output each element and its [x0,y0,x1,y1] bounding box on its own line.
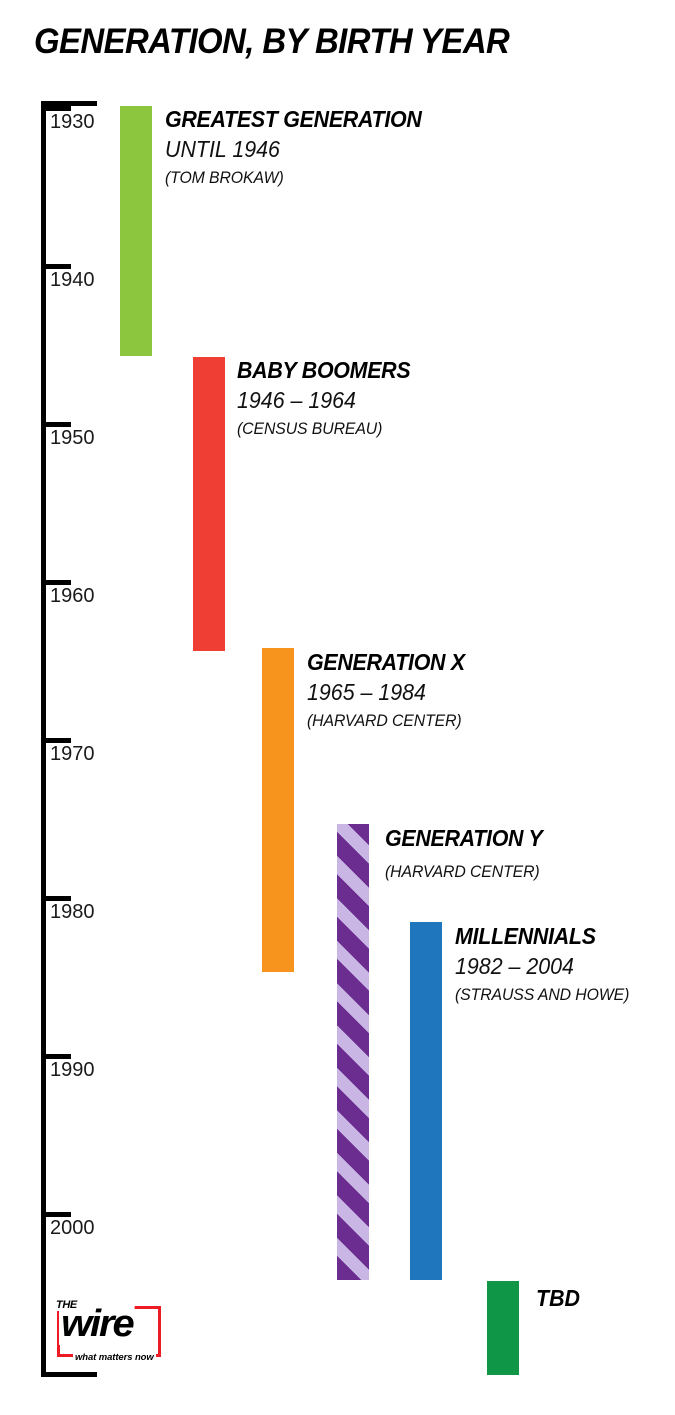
label-range-millennials: 1982 – 2004 [455,952,574,979]
label-millennials: MILLENNIALS 1982 – 2004 (STRAUSS AND HOW… [455,924,642,1005]
axis-tick-1990 [41,1054,71,1059]
logo-tagline-text: what matters now [73,1351,156,1363]
label-baby-boomers: BABY BOOMERS 1946 – 1964 (CENSUS BUREAU) [237,358,423,439]
label-name-tbd: TBD [536,1285,580,1311]
page-title: GENERATION, BY BIRTH YEAR [34,22,510,61]
axis-tick-label-2000: 2000 [50,1217,95,1239]
label-source-millennials: (STRAUSS AND HOWE) [455,984,630,1004]
label-name-greatest-generation: GREATEST GENERATION [165,106,422,132]
the-wire-logo[interactable]: THE wire what matters now [53,1297,163,1363]
axis-tick-1930 [41,106,71,111]
axis-tick-1960 [41,580,71,585]
label-name-generation-x: GENERATION X [307,649,465,675]
year-axis: 1930 1940 1950 1960 1970 1980 1990 2000 [41,101,151,1381]
label-generation-y: GENERATION Y (HARVARD CENTER) [385,826,554,882]
label-greatest-generation: GREATEST GENERATION UNTIL 1946 (TOM BROK… [165,107,441,188]
axis-tick-2000 [41,1212,71,1217]
bar-millennials[interactable] [410,922,442,1280]
label-name-millennials: MILLENNIALS [455,923,596,949]
label-generation-x: GENERATION X 1965 – 1984 (HARVARD CENTER… [307,650,477,731]
bar-generation-y[interactable] [337,824,369,1280]
label-source-baby-boomers: (CENSUS BUREAU) [237,418,383,438]
bar-baby-boomers[interactable] [193,357,225,651]
label-range-baby-boomers: 1946 – 1964 [237,386,356,413]
axis-tick-1940 [41,264,71,269]
label-source-greatest-generation: (TOM BROKAW) [165,167,284,187]
axis-cap-bottom [41,1372,97,1377]
axis-cap-top [41,101,97,106]
label-source-generation-y: (HARVARD CENTER) [385,861,540,881]
axis-tick-label-1940: 1940 [50,269,95,291]
axis-tick-1970 [41,738,71,743]
axis-tick-1950 [41,422,71,427]
label-range-greatest-generation: UNTIL 1946 [165,135,280,162]
bar-tbd[interactable] [487,1281,519,1375]
axis-tick-label-1950: 1950 [50,427,95,449]
label-tbd: TBD [536,1285,583,1312]
bar-greatest-generation[interactable] [120,106,152,356]
bar-generation-x[interactable] [262,648,294,972]
label-name-generation-y: GENERATION Y [385,825,543,851]
axis-tick-label-1990: 1990 [50,1059,95,1081]
axis-tick-label-1960: 1960 [50,585,95,607]
axis-tick-label-1970: 1970 [50,743,95,765]
axis-tick-label-1980: 1980 [50,901,95,923]
label-range-generation-x: 1965 – 1984 [307,678,426,705]
label-source-generation-x: (HARVARD CENTER) [307,710,462,730]
axis-tick-1980 [41,896,71,901]
label-name-baby-boomers: BABY BOOMERS [237,357,411,383]
axis-tick-label-1930: 1930 [50,111,95,133]
logo-the-text: THE [55,1299,79,1312]
